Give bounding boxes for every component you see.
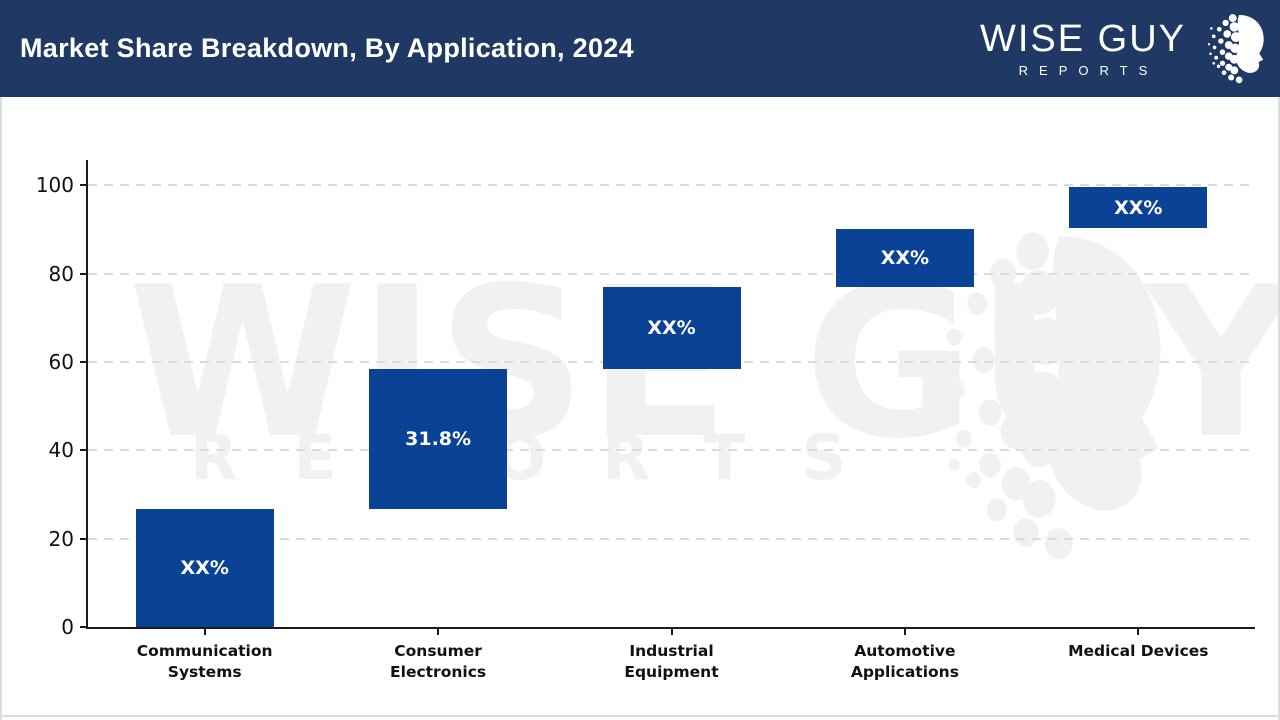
x-axis-label-line: Communication [136,642,273,660]
gridline-100 [88,184,1255,187]
page-border-bottom [0,715,1280,717]
chart-canvas: WISE GUY REPORTS XX%31.8%XX%XX%XX% 02040… [0,97,1280,717]
y-tick-80 [80,272,88,275]
brand-subtitle: REPORTS [1018,62,1159,78]
y-tick-label-40: 40 [48,438,74,463]
dotted-face-logo-icon [1207,13,1264,83]
brand-logo: WISE GUY REPORTS [980,7,1266,91]
gridline-20 [88,537,1255,540]
x-tick-automotive-applications [903,627,906,635]
bar-value-label: XX% [1114,196,1163,219]
x-axis-label-consumer-electronics: Consumer Electronics [308,641,568,683]
x-axis-label-line: Electronics [390,663,487,681]
y-tick-100 [80,184,88,187]
plot-area: XX% 31.8% XX% XX% XX% [86,160,1255,629]
x-tick-medical-devices [1137,627,1140,635]
x-axis-label-line: Applications [850,663,959,681]
gridline-80 [88,272,1255,275]
page-border-left [0,97,2,720]
gridline-40 [88,449,1255,452]
bar-value-label: XX% [880,246,930,269]
x-axis-label-automotive-applications: Automotive Applications [775,641,1035,683]
brand-name: WISE GUY [979,17,1186,60]
x-tick-consumer-electronics [437,627,440,635]
x-tick-industrial-equipment [670,627,673,635]
y-tick-label-20: 20 [48,526,74,551]
y-tick-label-60: 60 [48,349,74,374]
page-border-right [1278,97,1280,720]
bar-value-label: XX% [647,316,696,339]
bar-value-label: XX% [180,557,229,580]
y-axis-line [86,160,88,627]
y-tick-20 [80,537,88,540]
bar-medical-devices: XX% [1069,187,1208,229]
brand-logo-text: WISE GUY REPORTS [980,20,1186,78]
y-tick-60 [80,360,88,363]
x-axis-label-medical-devices: Medical Devices [1008,641,1268,662]
bar-value-label: 31.8% [405,427,472,450]
y-tick-label-80: 80 [48,261,74,286]
x-axis-label-line: Medical Devices [1068,642,1209,660]
watermark-subtext: REPORTS [190,421,903,494]
x-axis-label-line: Automotive [854,642,956,660]
y-tick-40 [80,449,88,452]
y-tick-0 [80,626,88,628]
x-tick-communication-systems [203,627,206,635]
x-axis-label-line: Consumer [394,642,482,660]
bar-communication-systems: XX% [135,509,274,627]
header: Market Share Breakdown, By Application, … [0,0,1280,97]
x-axis-label-industrial-equipment: Industrial Equipment [542,641,802,683]
x-axis-label-line: Industrial [629,642,714,660]
page-title: Market Share Breakdown, By Application, … [20,33,634,63]
bar-industrial-equipment: XX% [602,286,741,369]
bar-consumer-electronics: 31.8% [369,368,508,510]
x-axis-label-line: Systems [167,663,242,681]
x-axis-label-communication-systems: Communication Systems [75,641,335,683]
x-axis-label-line: Equipment [624,663,719,681]
y-tick-label-100: 100 [35,173,74,198]
bar-automotive-applications: XX% [835,228,974,287]
y-tick-label-0: 0 [61,615,74,639]
